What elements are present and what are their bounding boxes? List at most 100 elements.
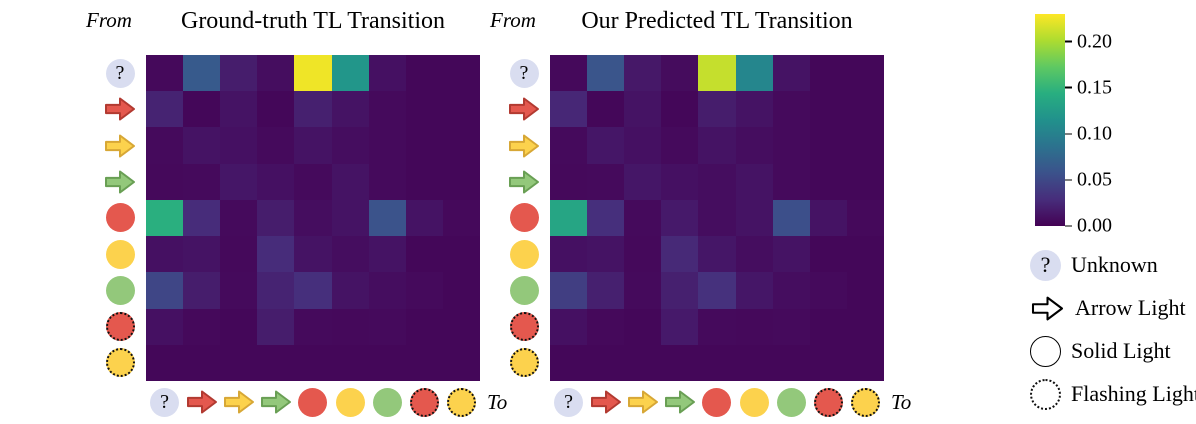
heatmap-cell [146,55,184,92]
heatmap-cell [550,236,588,273]
heatmap-cell [698,91,736,128]
col-icon-slot [257,385,294,419]
heatmap-cell [772,344,810,381]
heatmap-cell [368,199,406,237]
colorbar-tick: 0.15 [1065,76,1112,99]
row-icon-slot [100,272,140,308]
heatmap-cell [698,236,736,273]
heatmap-cell [220,308,258,345]
heatmap-cell [698,344,736,381]
green-arrow-icon [104,168,136,196]
heatmap-cell [661,127,699,164]
heatmap-cell [146,272,184,309]
heatmap-cell [146,127,184,164]
col-icon-slot [183,385,220,419]
heatmap-cell [772,199,810,237]
row-icon-slot [504,309,544,345]
heatmap-cell [550,163,588,200]
heatmap-cell [809,236,847,273]
col-icon-slot [698,385,735,419]
heatmap-cell [294,308,332,345]
colorbar-tick: 0.20 [1065,30,1112,53]
yellow-solid-icon [335,387,365,417]
heatmap-cell [809,91,847,128]
legend-item-label: Solid Light [1071,338,1171,363]
heatmap-cell [146,344,184,381]
heatmap-cell [698,308,736,345]
green-arrow-icon [664,388,696,416]
red-arrow-icon [590,388,622,416]
colorbar-tick: 0.10 [1065,122,1112,145]
heatmap-cell [257,127,295,164]
heatmap-cell [183,163,221,200]
heatmap-cell [624,236,662,273]
colorbar-tick-label: 0.20 [1077,30,1112,53]
green-arrow-icon [508,168,540,196]
col-icon-slot: ? [550,385,587,419]
heatmap-cell [550,308,588,345]
legend-item-label: Flashing Light [1071,381,1196,406]
heatmap-cell [442,199,480,237]
heatmap-cell [257,272,295,309]
heatmap-cell [368,127,406,164]
heatmap-cell [809,127,847,164]
heatmap-cell [220,272,258,309]
heatmap-cell [183,236,221,273]
row-icon-slot [504,127,544,163]
heatmap-cell [368,344,406,381]
from-axis-label: From [490,8,536,32]
legend-item-arrow-legend: Arrow Light [1030,291,1196,325]
heatmap-cell [442,236,480,273]
heatmap-cell [846,91,884,128]
heatmap-cell [368,55,406,92]
heatmap-cell [146,236,184,273]
heatmap-cell [809,344,847,381]
heatmap-cell [587,91,625,128]
heatmap-cell [846,199,884,237]
col-icon-slot [810,385,847,419]
heatmap-cell [735,91,773,128]
heatmap-cell [442,127,480,164]
row-icons-1: ? [504,55,544,381]
red-solid-icon [702,387,732,417]
panel-title-predicted: Our Predicted TL Transition [581,8,853,34]
heatmap-cell [624,163,662,200]
heatmap-cell [331,55,369,92]
colorbar-tick-mark [1065,40,1072,43]
heatmap-cell [442,308,480,345]
col-icon-slot [369,385,406,419]
yellow-flashing-icon [446,387,476,417]
row-icon-slot: ? [100,55,140,91]
heatmap-grid-1 [550,55,884,381]
panel-title-ground-truth: Ground-truth TL Transition [180,8,445,34]
heatmap-cell [183,127,221,164]
heatmap-cell [735,55,773,92]
heatmap-cell [294,236,332,273]
heatmap-cell [698,199,736,237]
heatmap-cell [294,163,332,200]
red-arrow-icon [186,388,218,416]
yellow-flashing-icon [509,348,539,378]
col-icon-slot [624,385,661,419]
heatmap-cell [146,199,184,237]
heatmap-cell [735,308,773,345]
heatmap-cell [146,308,184,345]
heatmap-cell [183,308,221,345]
col-icon-slot [661,385,698,419]
unknown-icon: ? [105,58,135,88]
heatmap-cell [550,91,588,128]
row-icons-0: ? [100,55,140,381]
yellow-flashing-icon [850,387,880,417]
col-icon-slot [294,385,331,419]
heatmap-cell [368,272,406,309]
heatmap-cell [587,55,625,92]
row-icon-slot [504,236,544,272]
colorbar-tick-label: 0.00 [1077,214,1112,237]
col-icon-slot [847,385,884,419]
flashing-legend-icon [1030,378,1061,410]
red-solid-icon [298,387,328,417]
heatmap-cell [220,127,258,164]
row-icon-slot [100,91,140,127]
legend-item-unknown-legend: ? Unknown [1030,248,1196,282]
